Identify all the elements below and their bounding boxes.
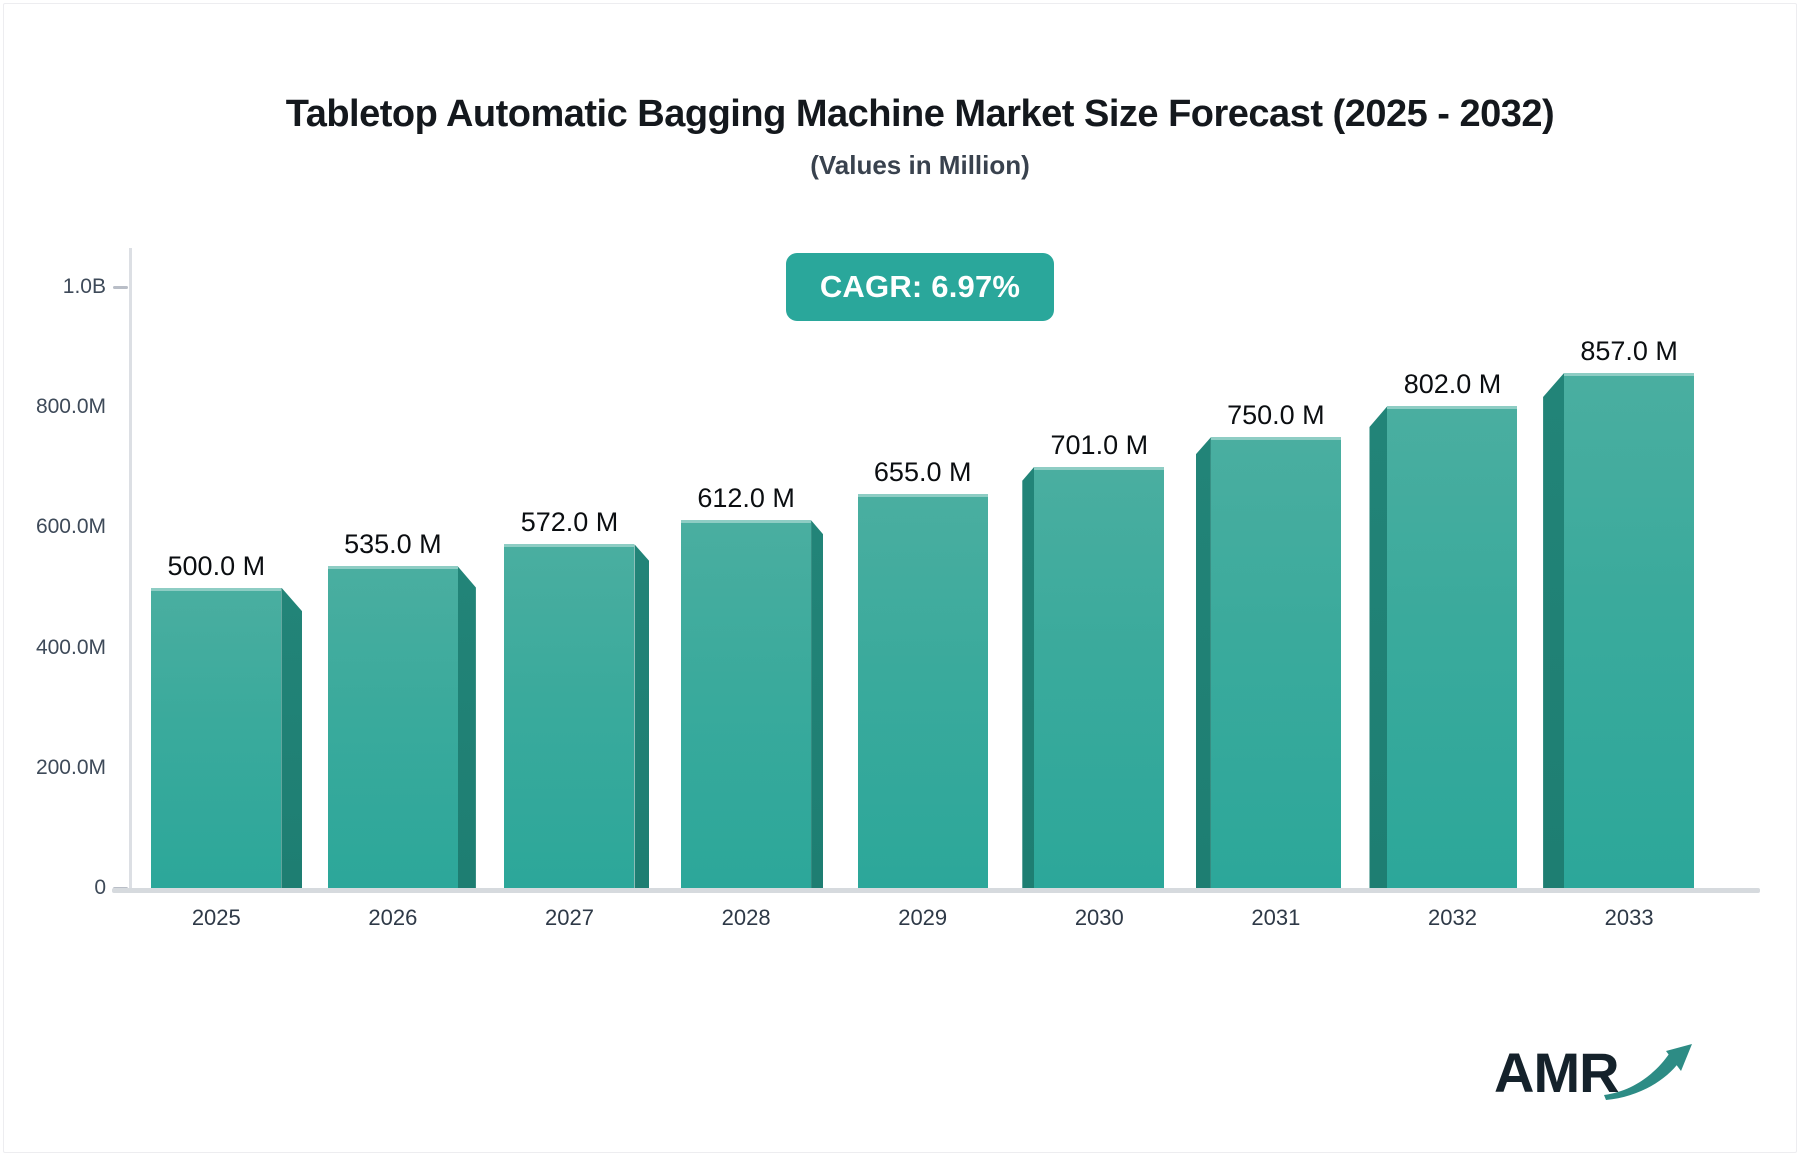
bar-value-label-2025: 500.0 M xyxy=(167,550,266,581)
amr-logo: AMR xyxy=(1494,1040,1706,1106)
bar-column-2027: 572.0 M xyxy=(481,287,658,888)
y-tick-400.0M: 400.0M xyxy=(35,635,106,659)
bar-column-2028: 612.0 M xyxy=(658,287,835,888)
bar-value-label-2031: 750.0 M xyxy=(1227,400,1325,431)
bar-face xyxy=(151,587,282,888)
x-tick-2029: 2029 xyxy=(898,905,948,930)
amr-logo-text: AMR xyxy=(1494,1041,1619,1104)
x-tick-2027: 2027 xyxy=(545,905,594,930)
cagr-badge: CAGR: 6.97% xyxy=(785,253,1055,321)
bar-2032[interactable]: 802.0 M xyxy=(1369,370,1518,888)
y-tick-dash xyxy=(113,285,128,289)
y-axis-line xyxy=(129,248,132,893)
x-tick-2031: 2031 xyxy=(1251,905,1301,930)
bar-side-face xyxy=(1195,437,1211,888)
chart-subtitle: (Values in Million) xyxy=(810,150,1030,180)
y-tick-600.0M: 600.0M xyxy=(35,515,106,539)
x-tick-2032: 2032 xyxy=(1428,905,1477,930)
bar-column-2026: 535.0 M xyxy=(305,287,482,888)
chart-header: Tabletop Automatic Bagging Machine Marke… xyxy=(0,92,1800,180)
x-tick-2033: 2033 xyxy=(1604,905,1654,930)
x-tick-2028: 2028 xyxy=(721,905,771,930)
bar-2029[interactable]: 655.0 M xyxy=(857,458,988,888)
bar-2033[interactable]: 857.0 M xyxy=(1543,337,1695,888)
bar-face xyxy=(681,520,812,888)
bar-value-label-2026: 535.0 M xyxy=(344,529,442,560)
bar-value-label-2033: 857.0 M xyxy=(1580,335,1678,366)
bar-value-label-2028: 612.0 M xyxy=(697,483,795,514)
bar-2030[interactable]: 701.0 M xyxy=(1022,431,1165,888)
bar-value-label-2032: 802.0 M xyxy=(1403,369,1502,399)
bar-2028[interactable]: 612.0 M xyxy=(681,484,824,888)
bar-face xyxy=(857,494,988,888)
bar-value-label-2029: 655.0 M xyxy=(873,457,972,488)
bar-side-face xyxy=(457,566,476,888)
trend-up-arrow-icon xyxy=(1604,1044,1692,1100)
bar-2025[interactable]: 500.0 M xyxy=(151,552,303,888)
bar-face xyxy=(1034,466,1165,888)
bar-column-2033: 857.0 M xyxy=(1541,287,1718,888)
bar-side-face xyxy=(1022,466,1035,888)
chart-title: Tabletop Automatic Bagging Machine Marke… xyxy=(285,93,1555,135)
bar-value-label-2027: 572.0 M xyxy=(520,507,619,538)
x-tick-2030: 2030 xyxy=(1074,905,1124,930)
bar-side-face xyxy=(811,520,824,888)
bar-column-2031: 750.0 M xyxy=(1188,287,1365,888)
x-tick-2026: 2026 xyxy=(368,905,418,930)
bar-side-face xyxy=(1369,406,1388,888)
bar-column-2029: 655.0 M xyxy=(834,287,1011,888)
x-axis-baseline xyxy=(112,888,1760,893)
bar-2027[interactable]: 572.0 M xyxy=(504,508,650,888)
bar-column-2032: 802.0 M xyxy=(1364,287,1541,888)
y-tick-800.0M: 800.0M xyxy=(35,395,106,419)
bar-face xyxy=(504,544,635,888)
bar-side-face xyxy=(281,587,303,888)
bar-column-2030: 701.0 M xyxy=(1011,287,1188,888)
y-tick-0: 0 xyxy=(0,876,128,900)
bar-face xyxy=(1564,372,1695,888)
bar-value-label-2030: 701.0 M xyxy=(1050,429,1149,460)
y-tick-200.0M: 200.0M xyxy=(35,755,106,779)
bar-face xyxy=(1387,406,1518,888)
bar-face xyxy=(1210,437,1341,888)
bar-2031[interactable]: 750.0 M xyxy=(1195,401,1341,888)
bar-2026[interactable]: 535.0 M xyxy=(327,530,476,888)
y-tick-1.0B: 1.0B xyxy=(0,275,128,299)
x-tick-2025: 2025 xyxy=(191,905,241,930)
bar-face xyxy=(327,566,458,888)
cagr-badge-row: CAGR: 6.97% xyxy=(0,253,1800,321)
bar-column-2025: 500.0 M xyxy=(128,287,305,888)
bar-side-face xyxy=(634,544,650,888)
bar-side-face xyxy=(1543,372,1565,888)
